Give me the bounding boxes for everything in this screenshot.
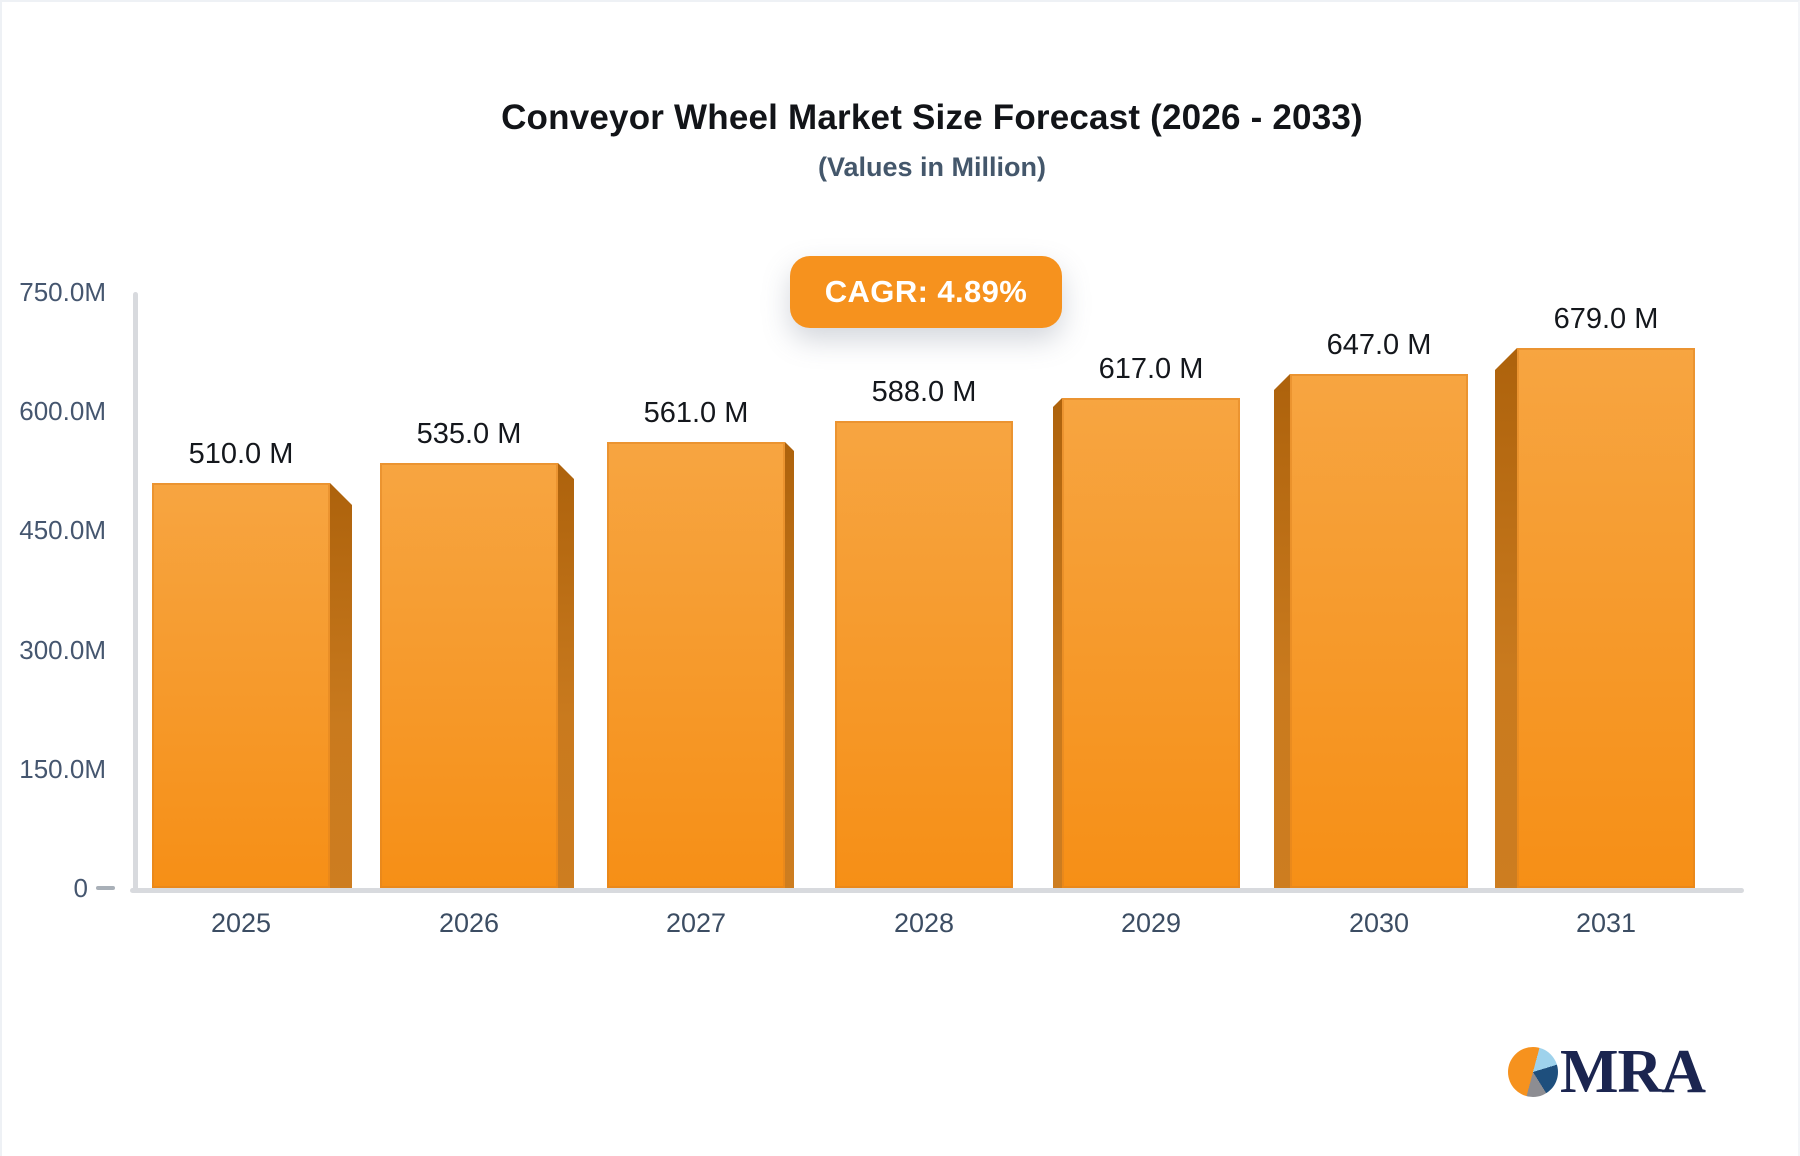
chart-subtitle: (Values in Million) — [817, 152, 1047, 182]
x-axis-tick-label: 2031 — [1575, 908, 1637, 938]
y-axis-line — [133, 292, 138, 892]
zero-tick-mark — [96, 886, 115, 890]
bar-value-label: 561.0 M — [643, 397, 749, 429]
cagr-badge: CAGR: 4.89% — [790, 256, 1062, 328]
pie-chart-icon — [1508, 1047, 1558, 1097]
x-axis-tick-label: 2029 — [1120, 908, 1182, 938]
bar-value-label: 510.0 M — [188, 438, 294, 470]
bar-value-label: 679.0 M — [1553, 303, 1659, 335]
y-axis-tick-label: 450.0M — [19, 515, 106, 545]
y-axis-tick-label: 150.0M — [19, 754, 106, 784]
bar-3d-side — [330, 483, 352, 888]
bar-value-label: 617.0 M — [1098, 353, 1204, 385]
bar-2025 — [152, 483, 330, 888]
y-axis-tick-label: 0 — [73, 873, 88, 903]
x-axis-tick-label: 2030 — [1348, 908, 1410, 938]
bar-2026 — [380, 463, 558, 888]
x-axis-line — [130, 888, 1744, 893]
bar-value-label: 535.0 M — [416, 418, 522, 450]
cagr-badge-label: CAGR: 4.89% — [824, 274, 1028, 309]
bar-2027 — [607, 442, 785, 888]
y-axis-tick-label: 750.0M — [19, 277, 106, 307]
chart-title: Conveyor Wheel Market Size Forecast (202… — [501, 98, 1363, 137]
y-axis-tick-label: 600.0M — [19, 396, 106, 426]
bar-2029 — [1062, 398, 1240, 888]
bar-value-label: 647.0 M — [1326, 329, 1432, 361]
bar-2028 — [835, 421, 1013, 888]
bar-3d-side — [1495, 348, 1517, 888]
bar-3d-side — [558, 463, 574, 888]
x-axis-tick-label: 2025 — [210, 908, 272, 938]
x-axis-tick-label: 2027 — [665, 908, 727, 938]
bar-2030 — [1290, 374, 1468, 888]
brand-logo-text: MRA — [1560, 1038, 1706, 1106]
bar-3d-side — [785, 442, 794, 888]
bar-2031 — [1517, 348, 1695, 888]
bar-3d-side — [1274, 374, 1290, 888]
brand-logo: MRA — [1508, 1038, 1706, 1106]
x-axis-tick-label: 2028 — [893, 908, 955, 938]
bar-value-label: 588.0 M — [871, 376, 977, 408]
y-axis-tick-label: 300.0M — [19, 635, 106, 665]
x-axis-tick-label: 2026 — [438, 908, 500, 938]
bar-3d-side — [1053, 398, 1062, 888]
